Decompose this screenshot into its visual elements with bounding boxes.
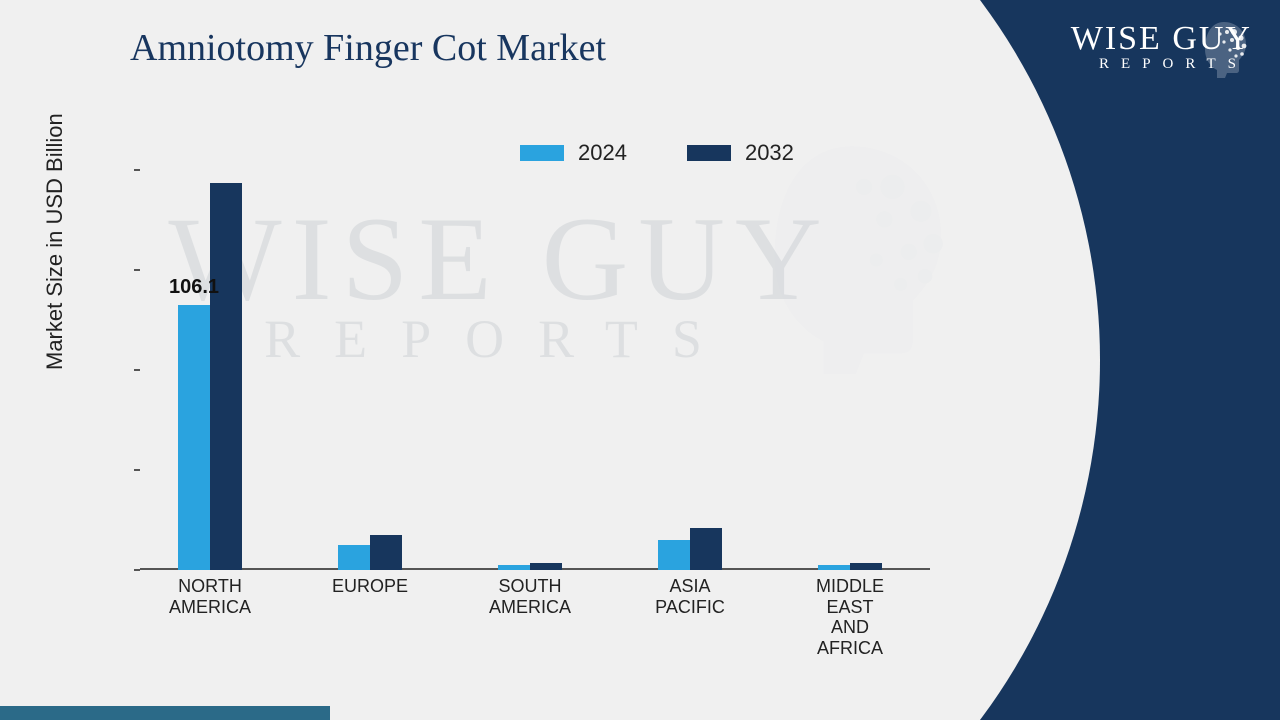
bar-mea-y2032 <box>850 563 882 571</box>
y-tick <box>134 569 140 571</box>
legend-item-2024: 2024 <box>520 140 627 166</box>
bottom-accent-bar <box>0 706 330 720</box>
legend-swatch-2032 <box>687 145 731 161</box>
category-label-na: NORTHAMERICA <box>140 576 280 617</box>
legend: 2024 2032 <box>520 140 794 166</box>
y-tick <box>134 469 140 471</box>
bar-sa-y2024 <box>498 565 530 570</box>
bar-sa-y2032 <box>530 563 562 571</box>
bar-mea-y2024 <box>818 565 850 570</box>
brand-logo: WISE GUY REPORTS <box>1071 20 1252 73</box>
legend-item-2032: 2032 <box>687 140 794 166</box>
canvas: WISE GUY REPORTS Amniotomy Finger Cot Ma… <box>0 0 1280 720</box>
category-label-sa: SOUTHAMERICA <box>460 576 600 617</box>
category-label-mea: MIDDLEEASTANDAFRICA <box>780 576 920 659</box>
chart: Market Size in USD Billion 106.1NORTHAME… <box>90 140 940 600</box>
value-label-na_y2024: 106.1 <box>169 276 219 299</box>
y-tick <box>134 269 140 271</box>
y-tick <box>134 369 140 371</box>
brain-head-icon <box>1194 18 1258 82</box>
y-tick <box>134 169 140 171</box>
bar-eu-y2024 <box>338 545 370 570</box>
legend-label-2024: 2024 <box>578 140 627 166</box>
bar-na-y2032 <box>210 183 242 571</box>
legend-label-2032: 2032 <box>745 140 794 166</box>
bar-ap-y2032 <box>690 528 722 571</box>
bar-ap-y2024 <box>658 540 690 570</box>
plot-area: 106.1NORTHAMERICAEUROPESOUTHAMERICAASIAP… <box>140 170 930 570</box>
legend-swatch-2024 <box>520 145 564 161</box>
bar-eu-y2032 <box>370 535 402 570</box>
chart-title: Amniotomy Finger Cot Market <box>130 26 606 70</box>
y-axis-label: Market Size in USD Billion <box>42 113 68 370</box>
category-label-ap: ASIAPACIFIC <box>620 576 760 617</box>
right-brand-panel <box>960 0 1280 720</box>
category-label-eu: EUROPE <box>300 576 440 597</box>
bar-na-y2024 <box>178 305 210 570</box>
